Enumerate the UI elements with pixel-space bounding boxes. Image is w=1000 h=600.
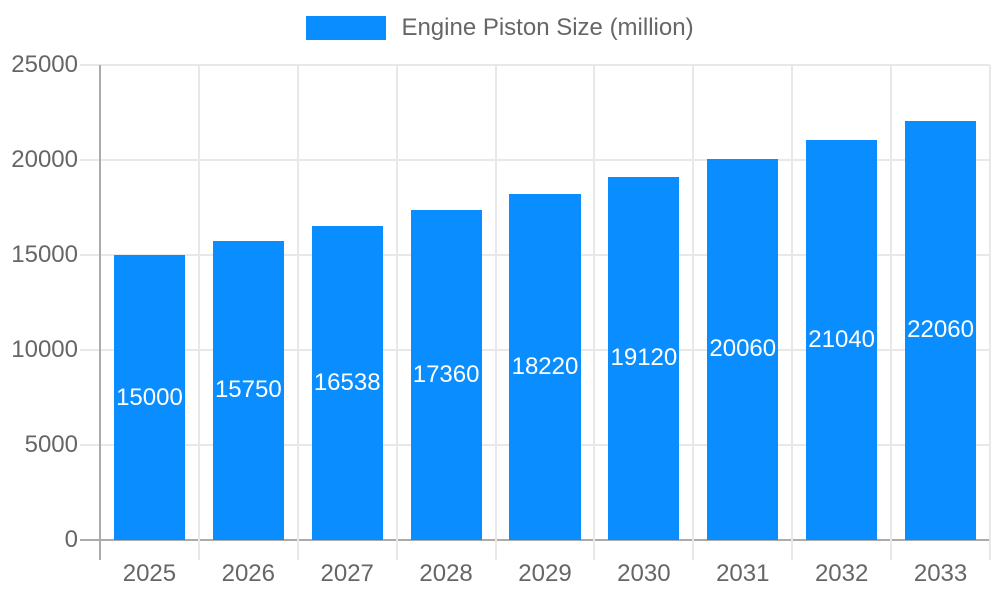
- gridline-horizontal: [100, 159, 990, 161]
- x-axis-tick: [395, 540, 398, 560]
- x-axis-tick: [593, 540, 596, 560]
- y-axis-tick: [80, 159, 100, 161]
- legend-swatch-icon: [306, 16, 387, 40]
- bar[interactable]: 16538: [311, 225, 383, 540]
- y-axis-label: 10000: [11, 336, 78, 363]
- bar[interactable]: 22060: [904, 120, 977, 540]
- bar-value-label: 16538: [313, 368, 381, 396]
- gridline-vertical: [791, 65, 794, 540]
- y-axis-tick: [80, 349, 100, 351]
- x-axis-tick: [692, 540, 695, 560]
- x-axis-label: 2028: [419, 560, 473, 587]
- x-axis-label: 2030: [617, 560, 671, 587]
- bar-value-label: 19120: [610, 344, 678, 372]
- gridline-vertical: [197, 65, 200, 540]
- x-axis-tick: [890, 540, 893, 560]
- legend-item[interactable]: Engine Piston Size (million): [306, 14, 694, 42]
- gridline-vertical: [890, 65, 893, 540]
- bar-value-label: 17360: [412, 361, 480, 389]
- bar[interactable]: 20060: [707, 158, 779, 540]
- x-axis-label: 2032: [814, 560, 869, 587]
- x-axis-tick: [989, 540, 991, 560]
- bar-value-label: 21040: [808, 326, 876, 354]
- x-axis-label: 2026: [221, 560, 275, 587]
- bar-value-label: 15000: [116, 383, 183, 411]
- x-axis-tick: [197, 540, 200, 560]
- y-axis-label: 5000: [24, 431, 78, 458]
- bar[interactable]: 21040: [806, 140, 878, 540]
- x-axis-tick: [99, 540, 101, 560]
- y-axis-label: 15000: [11, 241, 78, 268]
- y-axis-label: 0: [64, 526, 78, 553]
- gridline-horizontal: [100, 64, 990, 66]
- y-axis-label: 25000: [11, 51, 78, 78]
- bar-value-label: 15750: [214, 376, 282, 404]
- y-axis-tick: [80, 539, 100, 541]
- x-axis-label: 2029: [518, 560, 572, 587]
- y-axis-line: [99, 65, 101, 540]
- gridline-vertical: [692, 65, 695, 540]
- x-axis-label: 2033: [913, 560, 968, 587]
- bar[interactable]: 17360: [410, 210, 482, 540]
- bar[interactable]: 15000: [113, 255, 186, 540]
- y-axis-tick: [80, 444, 100, 446]
- x-axis-tick: [494, 540, 497, 560]
- gridline-vertical: [395, 65, 398, 540]
- bar[interactable]: 18220: [509, 193, 581, 540]
- x-axis-tick: [791, 540, 794, 560]
- x-axis-label: 2027: [320, 560, 374, 587]
- legend-label: Engine Piston Size (million): [401, 14, 694, 41]
- chart-legend: Engine Piston Size (million): [0, 14, 1000, 42]
- x-axis-label: 2025: [122, 560, 177, 587]
- gridline-vertical: [989, 65, 991, 540]
- gridline-vertical: [593, 65, 596, 540]
- x-axis-label: 2031: [716, 560, 770, 587]
- bar-value-label: 18220: [511, 352, 579, 380]
- gridline-vertical: [296, 65, 299, 540]
- x-axis-tick: [296, 540, 299, 560]
- bar-value-label: 22060: [907, 316, 974, 344]
- y-axis-tick: [80, 64, 100, 66]
- bar[interactable]: 15750: [212, 240, 284, 540]
- bar[interactable]: 19120: [608, 176, 680, 540]
- y-axis-label: 20000: [11, 146, 78, 173]
- gridline-horizontal: [100, 539, 990, 541]
- y-axis-tick: [80, 254, 100, 256]
- bar-value-label: 20060: [709, 335, 777, 363]
- gridline-vertical: [494, 65, 497, 540]
